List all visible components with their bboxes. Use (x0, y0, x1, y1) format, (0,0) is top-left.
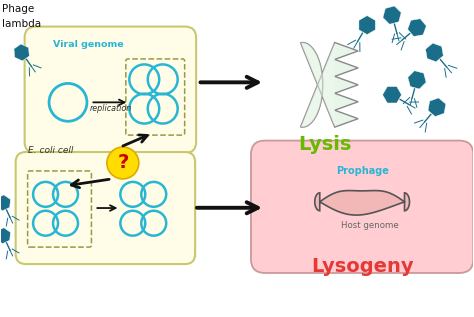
Text: Phage: Phage (2, 4, 34, 14)
Text: ?: ? (117, 153, 128, 172)
Text: E. coli cell: E. coli cell (28, 146, 73, 155)
Polygon shape (0, 195, 10, 211)
Polygon shape (408, 19, 426, 36)
Text: lambda: lambda (2, 19, 41, 29)
Polygon shape (0, 228, 10, 243)
Polygon shape (315, 191, 410, 215)
Text: replication: replication (90, 104, 132, 113)
Polygon shape (14, 44, 29, 61)
Circle shape (107, 147, 139, 179)
FancyBboxPatch shape (251, 140, 474, 273)
Polygon shape (359, 16, 375, 35)
FancyBboxPatch shape (16, 152, 195, 264)
Polygon shape (426, 43, 443, 62)
Text: Lysis: Lysis (298, 135, 351, 154)
Text: Host genome: Host genome (341, 221, 399, 230)
Text: Prophage: Prophage (336, 166, 389, 177)
Polygon shape (301, 42, 335, 127)
Polygon shape (428, 98, 446, 117)
FancyBboxPatch shape (25, 27, 196, 153)
Polygon shape (408, 71, 426, 89)
Polygon shape (301, 42, 358, 127)
Polygon shape (383, 6, 401, 24)
Text: Lysogeny: Lysogeny (311, 256, 413, 275)
Polygon shape (383, 87, 401, 103)
Text: Viral genome: Viral genome (53, 40, 124, 49)
